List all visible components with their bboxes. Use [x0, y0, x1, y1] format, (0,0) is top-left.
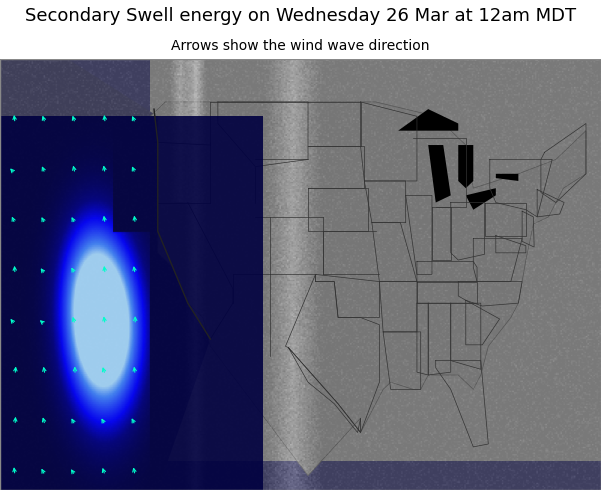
Polygon shape: [458, 145, 474, 188]
Polygon shape: [466, 188, 496, 210]
Polygon shape: [496, 174, 518, 181]
Text: Arrows show the wind wave direction: Arrows show the wind wave direction: [171, 39, 430, 53]
Polygon shape: [0, 16, 210, 490]
Text: Secondary Swell energy on Wednesday 26 Mar at 12am MDT: Secondary Swell energy on Wednesday 26 M…: [25, 7, 576, 25]
Bar: [150, 59, 601, 461]
Polygon shape: [398, 109, 458, 145]
Polygon shape: [150, 102, 586, 476]
Polygon shape: [428, 145, 451, 202]
